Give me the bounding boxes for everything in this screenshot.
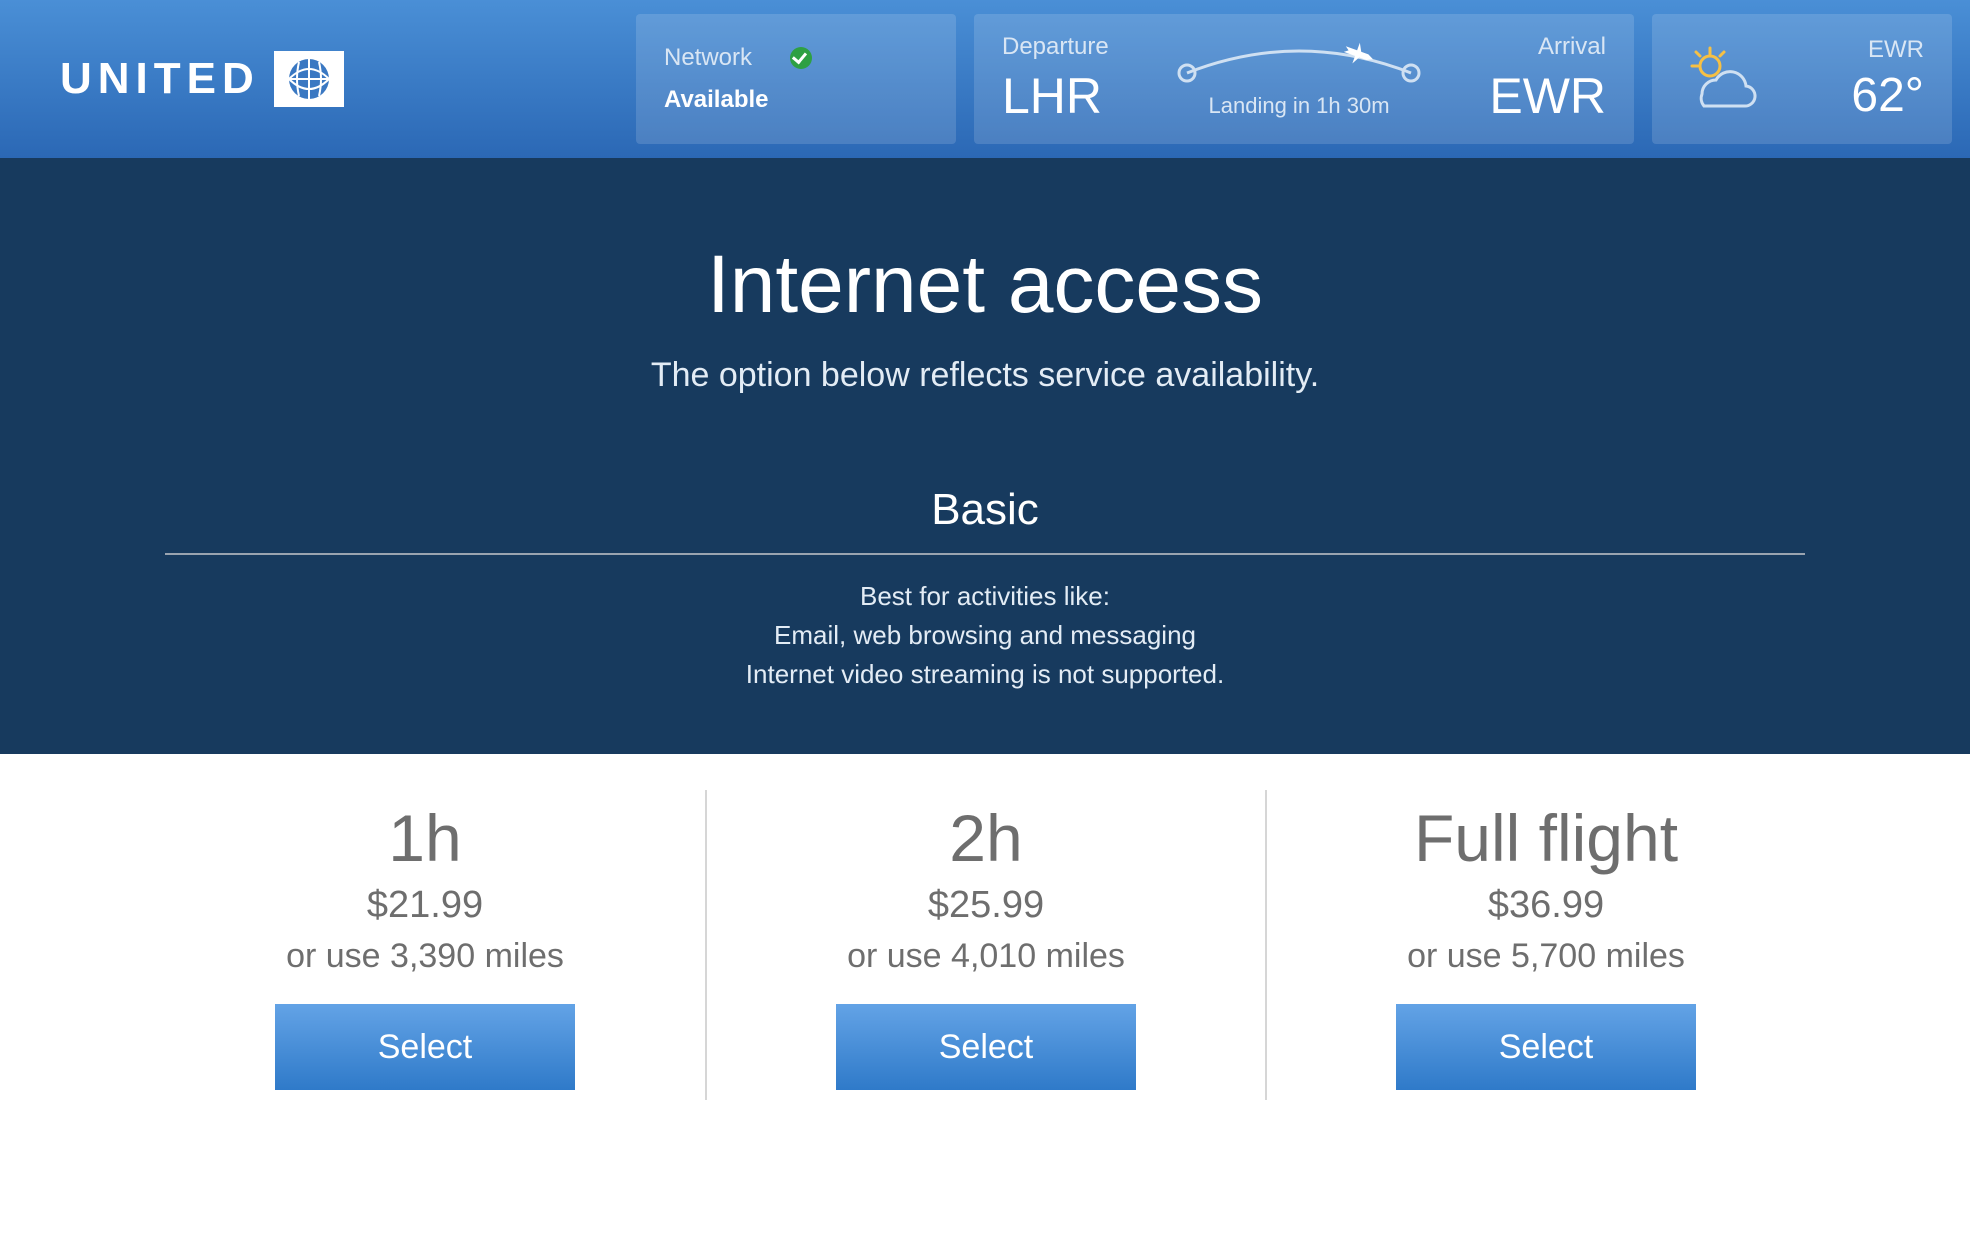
brand-wordmark: UNITED <box>60 54 260 104</box>
select-button[interactable]: Select <box>275 1004 575 1090</box>
tier-name: Basic <box>165 485 1805 553</box>
flight-panel: Departure LHR Landing in 1h 30m Arrival … <box>974 14 1634 144</box>
plan-card: Full flight $36.99 or use 5,700 miles Se… <box>1265 790 1825 1100</box>
plan-miles: or use 5,700 miles <box>1307 937 1785 976</box>
plan-card: 2h $25.99 or use 4,010 miles Select <box>705 790 1265 1100</box>
arrival-label: Arrival <box>1538 33 1606 61</box>
check-icon <box>790 47 812 69</box>
plan-price: $21.99 <box>185 884 665 927</box>
weather-panel: EWR 62° <box>1652 14 1952 144</box>
plan-duration: Full flight <box>1307 800 1785 876</box>
plan-miles: or use 3,390 miles <box>185 937 665 976</box>
plan-price: $25.99 <box>747 884 1225 927</box>
landing-text: Landing in 1h 30m <box>1209 93 1390 119</box>
flight-progress-icon <box>1169 39 1429 87</box>
globe-icon <box>274 51 344 107</box>
tier-section: Basic Best for activities like: Email, w… <box>165 485 1805 694</box>
select-button[interactable]: Select <box>836 1004 1136 1090</box>
plan-price: $36.99 <box>1307 884 1785 927</box>
tier-desc-2: Email, web browsing and messaging <box>165 616 1805 655</box>
page-subtitle: The option below reflects service availa… <box>40 356 1930 395</box>
tier-divider <box>165 553 1805 555</box>
select-button[interactable]: Select <box>1396 1004 1696 1090</box>
network-label: Network <box>664 44 752 72</box>
plan-duration: 1h <box>185 800 665 876</box>
plans-row: 1h $21.99 or use 3,390 miles Select 2h $… <box>0 754 1970 1180</box>
page-title: Internet access <box>40 238 1930 332</box>
weather-icon <box>1680 44 1758 115</box>
hero: Internet access The option below reflect… <box>0 158 1970 754</box>
tier-desc-1: Best for activities like: <box>165 577 1805 616</box>
tier-desc-3: Internet video streaming is not supporte… <box>165 655 1805 694</box>
network-status: Available <box>664 86 928 114</box>
departure-code: LHR <box>1002 67 1109 125</box>
network-panel: Network Available <box>636 14 956 144</box>
plan-duration: 2h <box>747 800 1225 876</box>
weather-temp: 62° <box>1851 68 1924 123</box>
plan-miles: or use 4,010 miles <box>747 937 1225 976</box>
weather-location: EWR <box>1868 36 1924 64</box>
plan-card: 1h $21.99 or use 3,390 miles Select <box>145 790 705 1100</box>
arrival-code: EWR <box>1489 67 1606 125</box>
departure-label: Departure <box>1002 33 1109 61</box>
topbar: UNITED Network Available Departure LHR <box>0 0 1970 158</box>
brand-logo[interactable]: UNITED <box>60 14 344 144</box>
